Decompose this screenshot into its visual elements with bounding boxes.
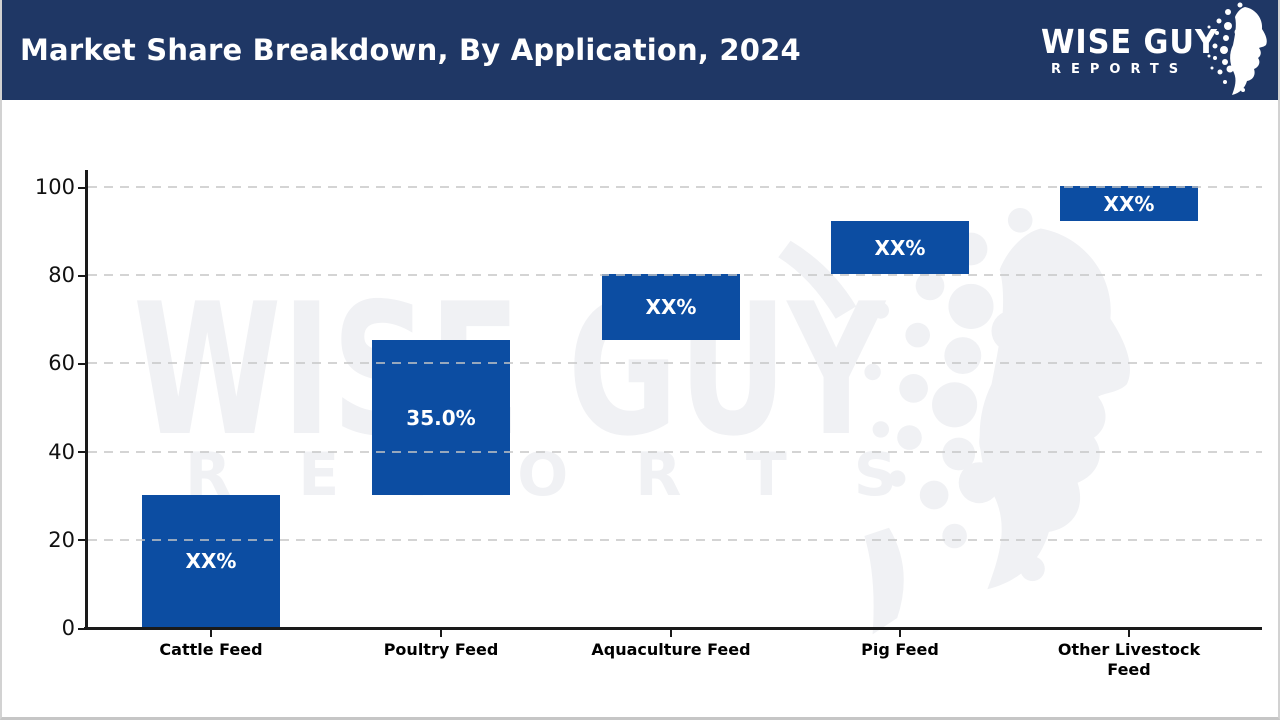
- bar-value-label: XX%: [1103, 191, 1155, 216]
- y-axis-line: [85, 170, 88, 630]
- x-tick-mark: [210, 630, 212, 637]
- gridline: [88, 362, 1262, 365]
- y-tick-label: 60: [48, 351, 75, 376]
- y-tick-label: 20: [48, 527, 75, 552]
- gridline: [88, 538, 1262, 541]
- logo-subtext: REPORTS: [1051, 62, 1189, 77]
- y-tick-mark: [78, 362, 85, 365]
- bar-segment: [602, 274, 740, 341]
- y-tick-mark: [78, 274, 85, 277]
- header-banner: Market Share Breakdown, By Application, …: [0, 0, 1280, 100]
- y-tick-label: 100: [34, 175, 75, 199]
- bar-value-label: XX%: [874, 235, 926, 260]
- watermark-face: [778, 208, 1131, 635]
- page-title: Market Share Breakdown, By Application, …: [20, 33, 801, 67]
- bar-value-label: XX%: [185, 548, 237, 573]
- x-category-label: Aquaculture Feed: [591, 640, 751, 659]
- bar-segment: [1060, 186, 1198, 222]
- bar-value-label: 35.0%: [406, 405, 476, 430]
- gridline: [88, 450, 1262, 453]
- bar-segment: [372, 340, 510, 495]
- wise-guy-reports-logo: WISE GUY REPORTS: [1007, 0, 1272, 100]
- gridline: [88, 274, 1262, 277]
- y-tick-label: 40: [48, 439, 75, 464]
- x-tick-mark: [440, 630, 442, 637]
- y-tick-mark: [78, 186, 85, 189]
- x-axis-line: [84, 627, 1262, 630]
- x-category-label: Other Livestock Feed: [1057, 640, 1201, 679]
- y-tick-label: 0: [61, 616, 75, 640]
- y-tick-mark: [78, 627, 85, 630]
- logo-face-icon: [1205, 2, 1267, 95]
- logo-wordmark: WISE GUY: [1041, 22, 1218, 61]
- x-tick-mark: [670, 630, 672, 637]
- x-tick-mark: [899, 630, 901, 637]
- x-category-label: Cattle Feed: [159, 640, 263, 659]
- x-category-label: Pig Feed: [861, 640, 939, 659]
- bar-segment: [831, 221, 969, 275]
- y-tick-mark: [78, 539, 85, 542]
- x-tick-mark: [1128, 630, 1130, 637]
- bar-segment: [142, 494, 280, 627]
- bar-value-label: XX%: [645, 295, 697, 320]
- y-tick-mark: [78, 451, 85, 454]
- x-category-label: Poultry Feed: [383, 640, 499, 659]
- gridline: [88, 186, 1262, 188]
- y-tick-label: 80: [48, 263, 75, 288]
